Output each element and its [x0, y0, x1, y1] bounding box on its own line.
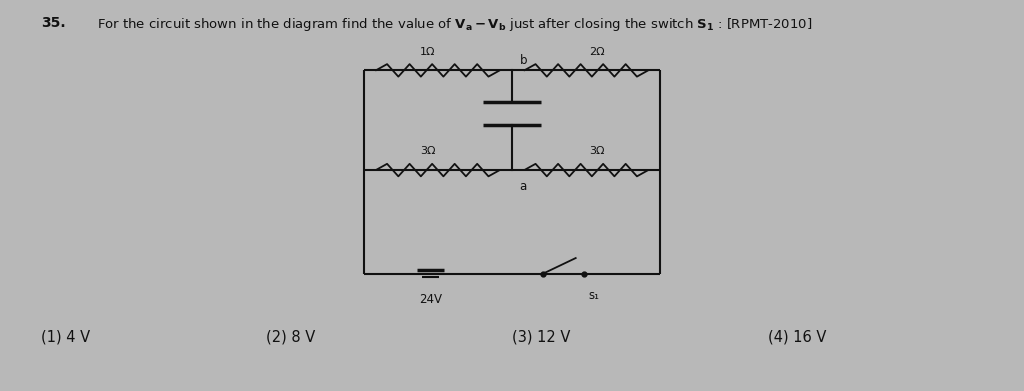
Text: 1Ω: 1Ω [420, 47, 435, 57]
Text: s₁: s₁ [588, 289, 599, 302]
Text: For the circuit shown in the diagram find the value of $\mathbf{V_a - V_b}$ just: For the circuit shown in the diagram fin… [97, 16, 813, 32]
Text: (4) 16 V: (4) 16 V [768, 329, 826, 344]
Text: 24V: 24V [419, 293, 441, 306]
Text: (3) 12 V: (3) 12 V [512, 329, 570, 344]
Text: (2) 8 V: (2) 8 V [266, 329, 315, 344]
Text: 3Ω: 3Ω [420, 146, 435, 156]
Text: a: a [519, 180, 526, 193]
Text: 35.: 35. [41, 16, 66, 30]
Text: 3Ω: 3Ω [589, 146, 604, 156]
Text: b: b [520, 54, 527, 67]
Text: 2Ω: 2Ω [589, 47, 604, 57]
Text: (1) 4 V: (1) 4 V [41, 329, 90, 344]
